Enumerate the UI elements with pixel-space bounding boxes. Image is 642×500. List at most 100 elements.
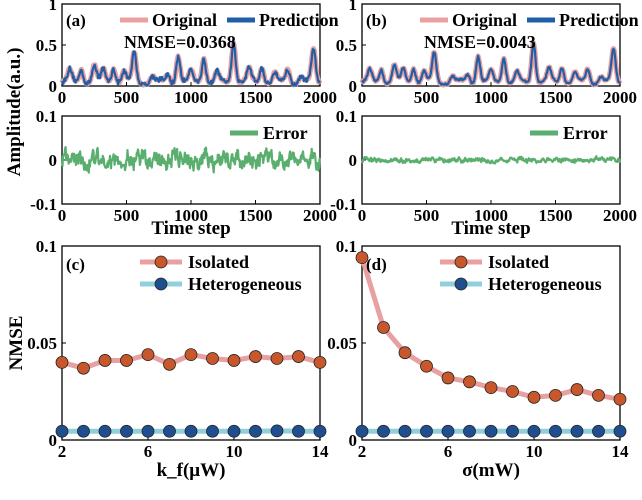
data-point-isolated [377,321,390,334]
data-point-heterogeneous [549,424,562,438]
x-axis-label: k_f(μW) [157,460,226,481]
series-line-error [61,146,322,174]
data-point-isolated [227,354,241,367]
panel-label: (a) [66,11,86,30]
y-tick-label: 0.1 [336,107,357,126]
y-tick-label: 0 [349,151,358,170]
data-point-isolated [463,375,476,389]
x-tick-label: 6 [144,442,153,461]
x-tick-label: 6 [444,442,453,461]
legend-label-heterogeneous: Heterogeneous [488,274,602,294]
data-point-heterogeneous [184,424,198,438]
legend-marker-isolated [154,255,168,269]
y-tick-label: 0 [49,151,58,170]
legend-label-heterogeneous: Heterogeneous [188,274,302,294]
x-axis-label: Time step [451,218,530,239]
data-point-isolated [55,355,69,369]
data-point-isolated [420,359,433,373]
series-line-prediction [60,40,321,87]
x-tick-label: 2000 [603,206,637,225]
data-point-heterogeneous [377,424,390,438]
data-point-heterogeneous [355,424,369,438]
nmse-annotation: NMSE=0.0043 [424,32,536,52]
data-point-isolated [484,381,498,395]
legend-label-error: Error [563,123,608,143]
data-point-heterogeneous [249,424,262,438]
y-axis-label-nmse: NMSE [6,316,27,371]
legend-label-original: Original [152,10,217,30]
data-point-heterogeneous [592,424,605,438]
x-tick-label: 500 [114,206,140,225]
x-tick-label: 1500 [539,88,573,107]
legend-label-isolated: Isolated [188,252,249,272]
x-tick-label: 2000 [303,206,337,225]
x-tick-label: 1500 [239,88,273,107]
data-point-isolated [613,392,627,406]
data-point-isolated [441,371,455,385]
data-point-heterogeneous [613,424,627,438]
x-tick-label: 10 [226,442,243,461]
x-tick-label: 0 [58,88,67,107]
data-point-isolated [184,348,198,362]
x-tick-label: 1000 [474,88,508,107]
panel-label: (b) [366,11,387,30]
x-tick-label: 1500 [539,206,573,225]
legend-label-isolated: Isolated [488,252,549,272]
y-tick-label: 0 [49,431,58,450]
y-axis-label-amplitude: Amplitude(a.u.) [4,48,25,177]
data-point-heterogeneous [227,424,241,438]
x-tick-label: 10 [526,442,543,461]
legend-label-error: Error [263,123,308,143]
x-tick-label: 500 [414,88,440,107]
y-tick-label: 0 [349,431,358,450]
x-tick-label: 500 [414,206,440,225]
data-point-isolated [592,388,605,402]
data-point-heterogeneous [398,424,412,438]
series-line-prediction [361,41,621,87]
x-axis-label: Time step [151,218,230,239]
data-point-heterogeneous [98,424,112,438]
nmse-annotation: NMSE=0.0368 [124,32,236,52]
data-point-heterogeneous [77,424,90,438]
y-tick-label: 0.05 [327,334,357,353]
data-point-isolated [249,350,262,363]
data-point-heterogeneous [55,424,69,438]
x-tick-label: 500 [114,88,140,107]
data-point-heterogeneous [163,424,176,438]
y-tick-label: 0.5 [336,36,357,55]
data-point-heterogeneous [441,424,455,438]
data-point-heterogeneous [141,424,155,438]
x-tick-label: 14 [312,442,330,461]
data-point-isolated [313,355,327,369]
data-point-heterogeneous [292,424,305,438]
data-point-heterogeneous [570,424,584,438]
y-tick-label: 1 [49,0,58,14]
data-point-heterogeneous [206,424,219,438]
legend-label-prediction: Prediction [259,10,339,30]
data-point-isolated [506,385,519,398]
legend-marker-heterogeneous [454,277,468,291]
series-line-error [361,155,621,165]
data-point-heterogeneous [484,424,498,438]
data-point-isolated [98,354,112,367]
legend-marker-heterogeneous [154,277,168,291]
x-axis-label: σ(mW) [462,460,520,481]
legend-label-original: Original [452,10,517,30]
data-point-isolated [206,352,219,365]
x-tick-label: 2 [58,442,67,461]
data-point-isolated [77,361,90,375]
y-tick-label: 0.5 [36,36,57,55]
data-point-isolated [549,388,562,402]
x-tick-label: 2000 [603,88,637,107]
y-tick-label: -0.1 [330,195,357,214]
data-point-isolated [527,390,541,404]
data-point-heterogeneous [463,424,476,438]
x-tick-label: 0 [58,206,67,225]
data-point-isolated [120,354,133,367]
y-tick-label: 0.1 [336,237,357,256]
x-tick-label: 1000 [474,206,508,225]
data-point-heterogeneous [420,424,433,438]
x-tick-label: 1500 [239,206,273,225]
x-tick-label: 0 [358,206,367,225]
